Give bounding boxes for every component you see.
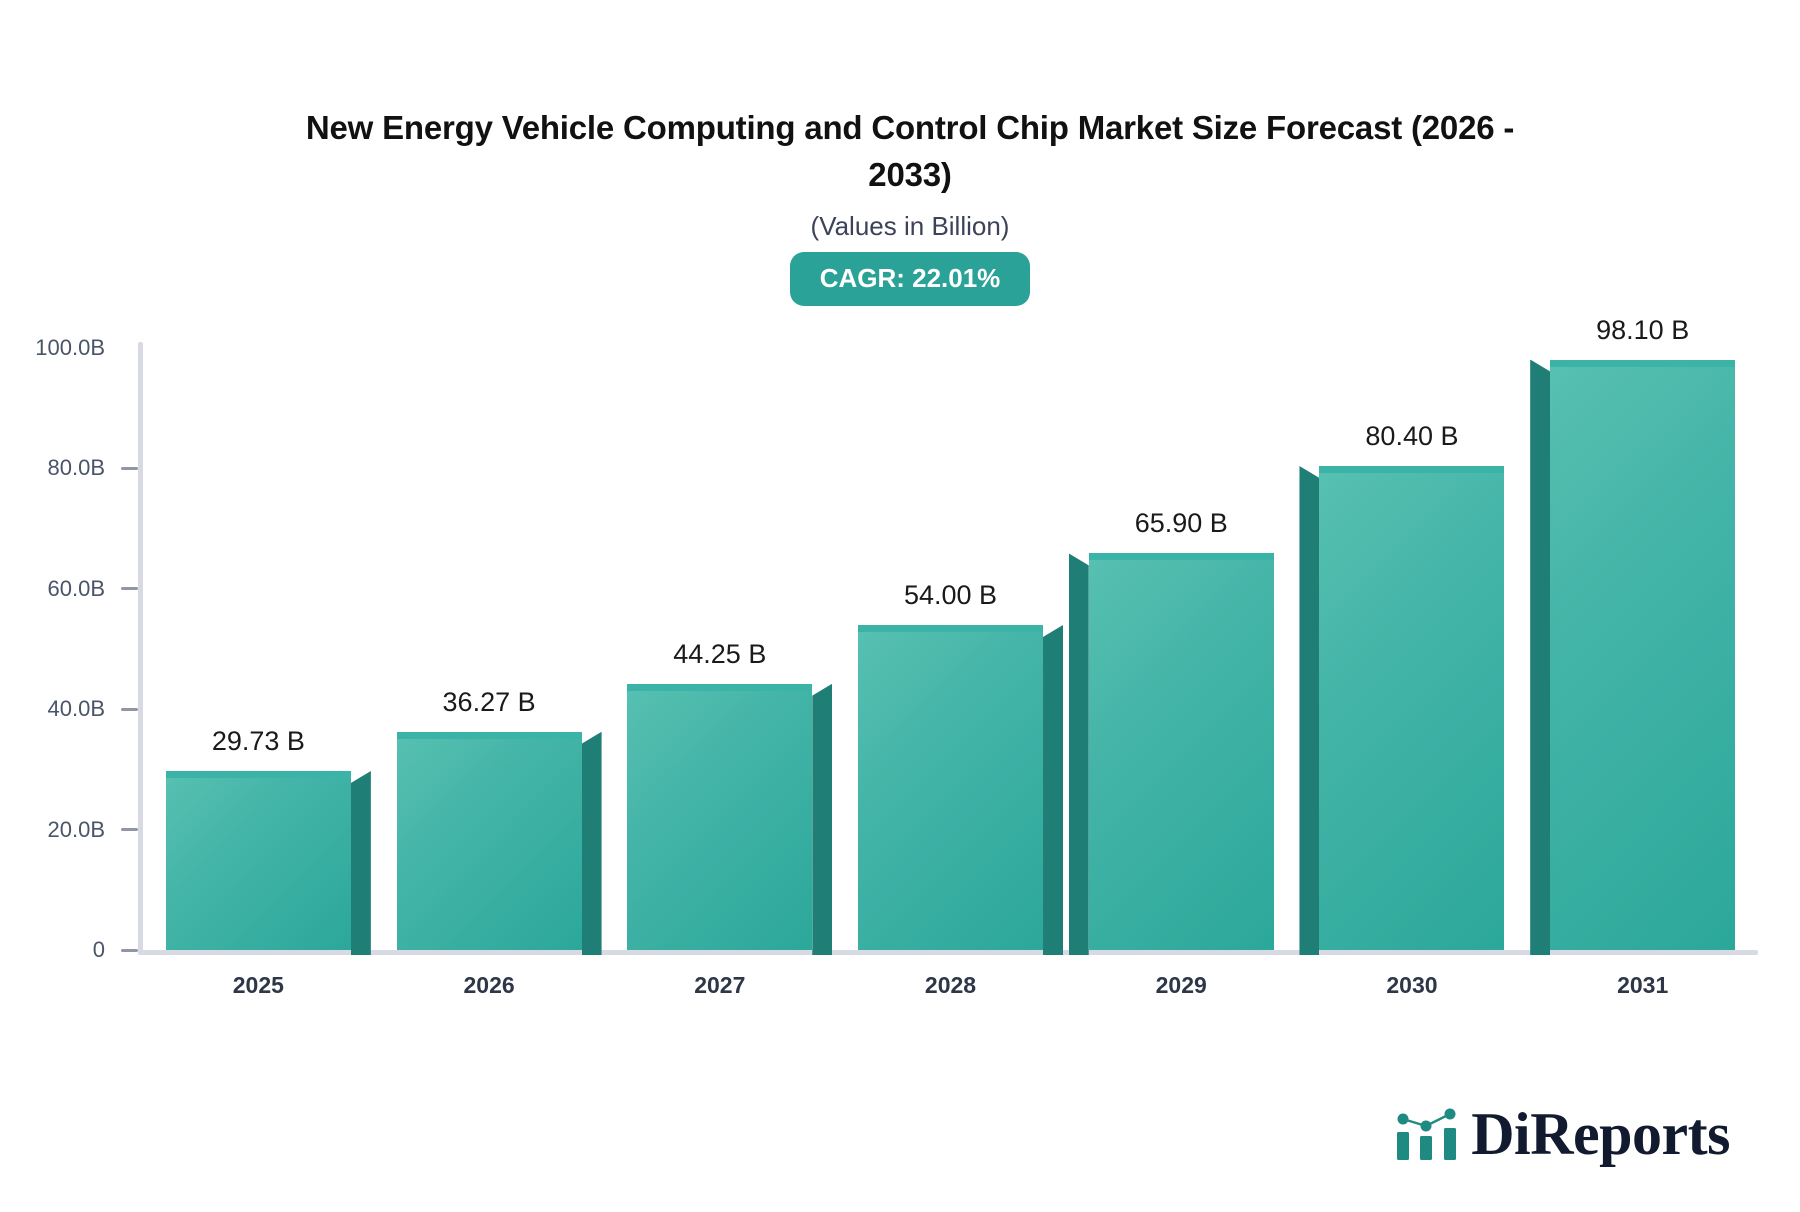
bar-value-label: 54.00 B <box>903 579 998 610</box>
bar-series: 29.73 B 36.27 B 44.25 B 54.00 B 65.90 B 80.40… <box>143 315 1758 955</box>
direports-logo: DiReports <box>1395 1104 1730 1164</box>
y-axis-tick-mark <box>121 587 138 591</box>
bar-column[interactable]: 65.90 B <box>1068 508 1274 955</box>
bar-chart-icon <box>1397 1108 1457 1160</box>
page-title: New Energy Vehicle Computing and Control… <box>305 109 1515 193</box>
x-axis-label: 2031 <box>1617 972 1669 998</box>
x-axis-label: 2028 <box>924 972 977 998</box>
bar-face[interactable] <box>1319 466 1505 950</box>
y-axis-tick-mark <box>121 948 138 952</box>
bar-face[interactable] <box>165 771 351 950</box>
x-axis-label: 2025 <box>232 972 284 998</box>
y-axis-tick: 0 <box>93 937 138 963</box>
y-axis-tick: 20.0B <box>47 816 138 843</box>
bar-column[interactable]: 80.40 B <box>1299 421 1505 955</box>
x-axis-label: 2030 <box>1386 972 1438 998</box>
bar-face[interactable] <box>396 731 582 950</box>
bar-value-label: 36.27 B <box>442 686 536 717</box>
bar-slot: 54.00 B <box>835 330 1066 955</box>
y-axis-tick-label: 80.0B <box>47 455 106 481</box>
bar-column[interactable]: 36.27 B <box>396 687 602 955</box>
bar-slot: 80.40 B <box>1297 330 1528 955</box>
bar-3d-side <box>1299 466 1320 955</box>
bar-value-label: 29.73 B <box>211 726 305 757</box>
x-axis-spine <box>138 950 1758 955</box>
bar-3d-side <box>1530 359 1551 955</box>
bar-3d-side <box>350 771 371 955</box>
y-axis-tick: 80.0B <box>47 455 138 481</box>
cagr-badge: CAGR: 22.01% <box>789 251 1031 306</box>
y-axis-tick-mark <box>121 466 138 470</box>
bar-slot: 29.73 B <box>143 330 374 955</box>
y-axis-tick-mark <box>121 707 138 711</box>
y-axis-tick: 60.0B <box>47 575 138 602</box>
y-axis-tick-label: 100.0B <box>35 335 105 361</box>
y-axis-tick-label: 60.0B <box>47 575 106 601</box>
y-axis-tick-label: 0 <box>92 937 105 962</box>
bar-value-label: 80.40 B <box>1365 421 1459 452</box>
bar-face[interactable] <box>627 683 813 950</box>
plot-area: 0 20.0B 40.0B 60.0B 80.0B 100.0B 29.73 B 36.27… <box>0 315 1800 962</box>
x-axis-label: 2029 <box>1155 972 1207 998</box>
bar-slot: 98.10 B <box>1527 315 1758 955</box>
logo-text: DiReports <box>1471 1101 1730 1167</box>
y-axis-spine <box>138 342 143 955</box>
bar-top-edge <box>627 683 813 691</box>
bar-slot: 36.27 B <box>374 330 605 955</box>
bar-value-label: 44.25 B <box>673 638 767 669</box>
y-axis-tick-label: 20.0B <box>47 816 106 842</box>
chart-header: New Energy Vehicle Computing and Control… <box>130 105 1690 306</box>
bar-column[interactable]: 98.10 B <box>1530 315 1736 955</box>
bar-slot: 65.90 B <box>1066 330 1297 955</box>
bar-column[interactable]: 29.73 B <box>165 726 371 955</box>
bar-slot: 44.25 B <box>604 330 835 955</box>
bar-3d-side <box>1043 624 1064 955</box>
bar-face[interactable] <box>858 624 1044 950</box>
y-axis-tick-label: 40.0B <box>47 696 106 722</box>
bar-value-label: 65.90 B <box>1134 508 1228 539</box>
bar-face[interactable] <box>1550 359 1736 950</box>
bar-top-edge <box>1088 553 1274 561</box>
y-axis-tick-mark <box>121 828 138 832</box>
bar-3d-side <box>1068 553 1089 955</box>
y-axis-tick: 100.0B <box>35 335 138 361</box>
bar-top-edge <box>165 771 351 779</box>
bar-top-edge <box>858 624 1044 632</box>
bar-column[interactable]: 54.00 B <box>858 580 1064 955</box>
chart-subtitle: (Values in Billion) <box>810 210 1010 241</box>
bar-top-edge <box>1550 359 1736 367</box>
bar-face[interactable] <box>1088 553 1274 950</box>
x-axis-labels: 2025 2026 2027 2028 2029 2030 2031 <box>143 972 1758 999</box>
bar-3d-side <box>812 683 833 955</box>
x-axis-label: 2026 <box>463 972 515 998</box>
bar-value-label: 98.10 B <box>1596 314 1690 345</box>
bar-top-edge <box>396 731 582 739</box>
bar-3d-side <box>581 731 602 955</box>
y-axis-tick: 40.0B <box>47 696 138 722</box>
bar-column[interactable]: 44.25 B <box>627 639 833 955</box>
x-axis-label: 2027 <box>694 972 746 998</box>
bar-top-edge <box>1319 466 1505 474</box>
